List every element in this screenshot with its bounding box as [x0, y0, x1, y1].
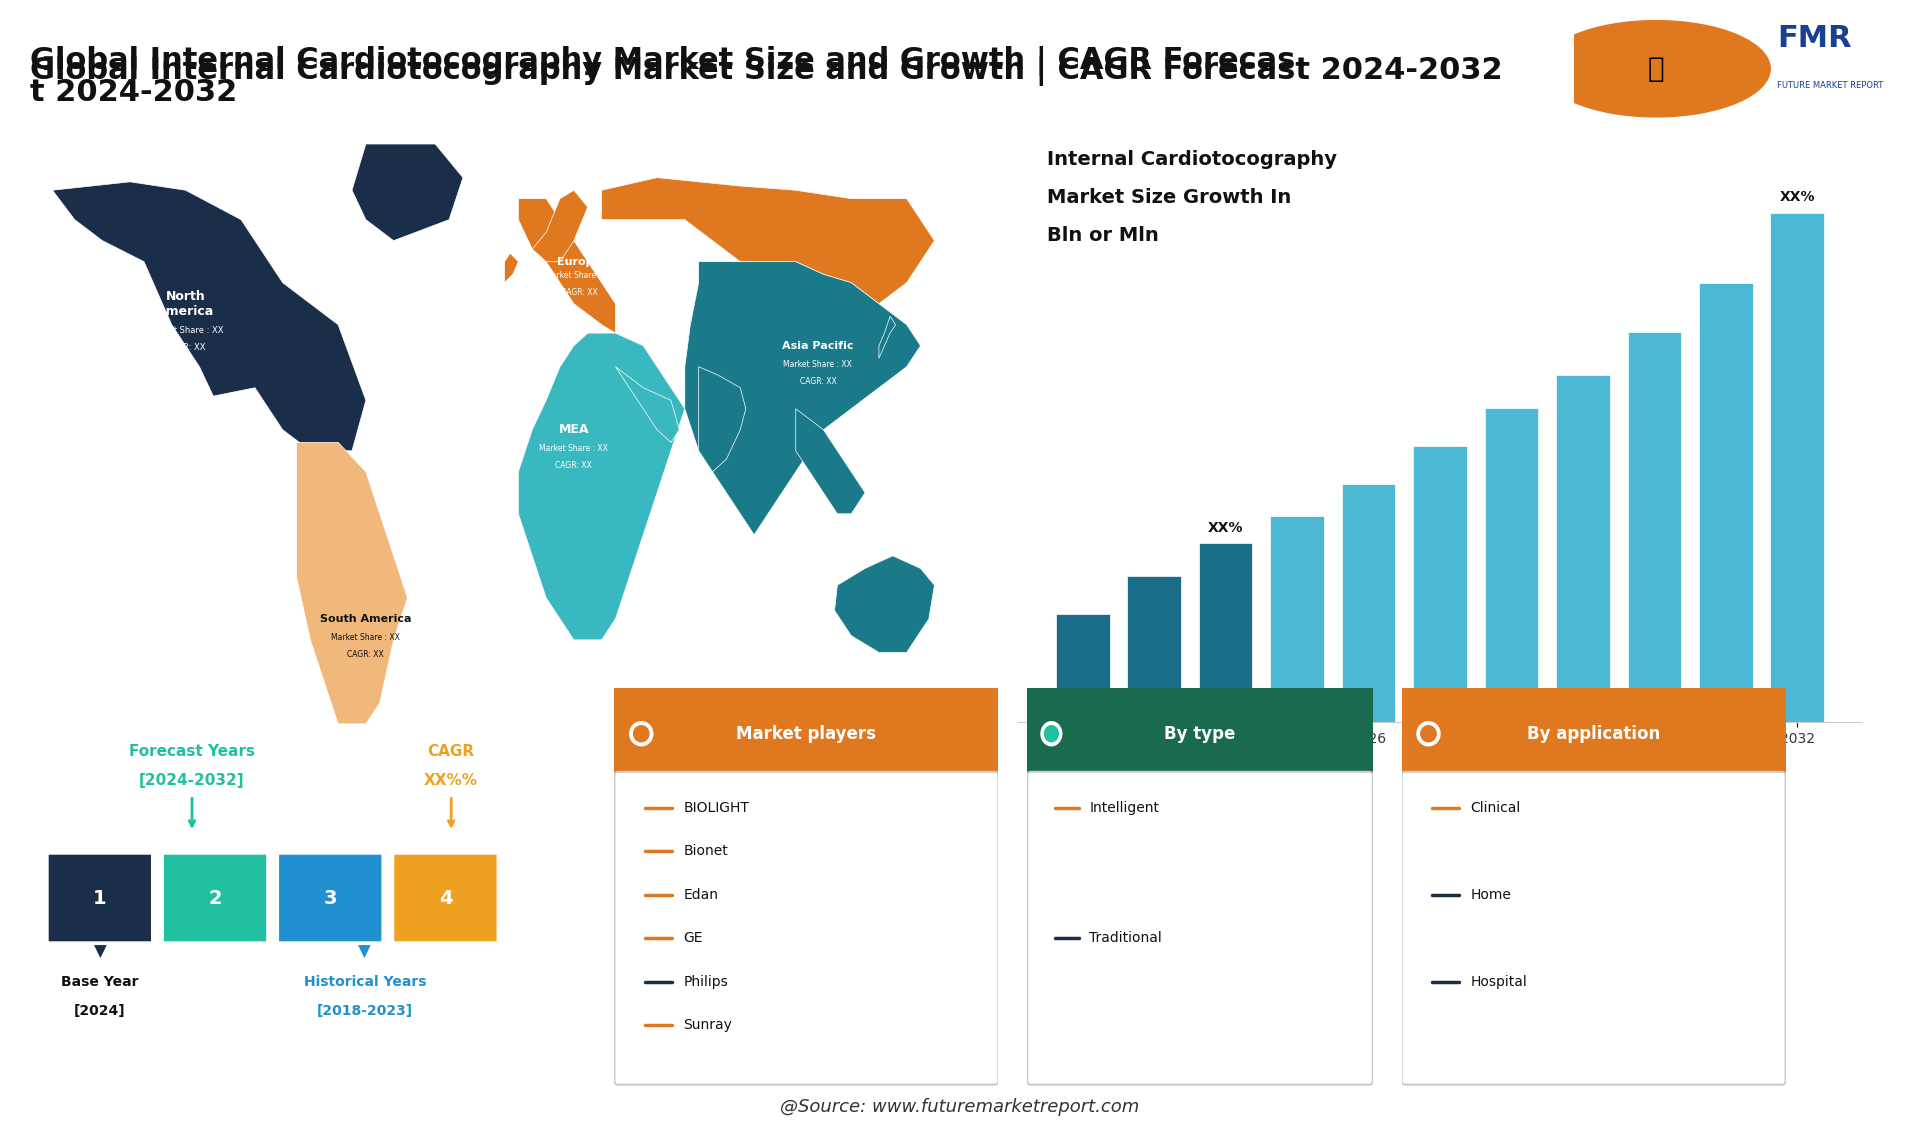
Text: Forecast Years: Forecast Years — [129, 744, 255, 759]
Text: [2018-2023]: [2018-2023] — [317, 1004, 413, 1019]
Text: 1: 1 — [92, 888, 108, 908]
Text: ▼: ▼ — [359, 943, 371, 960]
Circle shape — [634, 725, 649, 741]
Text: By application: By application — [1526, 724, 1661, 743]
Polygon shape — [532, 190, 588, 261]
Text: Global Internal Cardiotocography Market Size and Growth | CAGR Forecast 2024-203: Global Internal Cardiotocography Market … — [31, 56, 1503, 86]
Circle shape — [1542, 21, 1770, 117]
Text: 3: 3 — [323, 888, 338, 908]
Text: FUTURE MARKET REPORT: FUTURE MARKET REPORT — [1776, 80, 1884, 89]
Polygon shape — [685, 261, 920, 535]
Text: CAGR: XX: CAGR: XX — [561, 289, 597, 297]
Text: XX%: XX% — [1208, 520, 1244, 534]
Polygon shape — [835, 556, 935, 652]
FancyBboxPatch shape — [163, 854, 267, 942]
Polygon shape — [518, 333, 685, 639]
Text: Global Internal Cardiotocography Market Size and Growth | CAGR Forecas: Global Internal Cardiotocography Market … — [31, 46, 1296, 76]
Polygon shape — [351, 144, 463, 241]
Text: Base Year: Base Year — [61, 975, 138, 989]
Text: South America: South America — [321, 614, 411, 623]
Circle shape — [1417, 722, 1440, 746]
Polygon shape — [52, 182, 367, 450]
Polygon shape — [616, 367, 680, 442]
Bar — [1413, 446, 1467, 722]
Text: CAGR: XX: CAGR: XX — [165, 343, 205, 352]
Text: GE: GE — [684, 932, 703, 945]
Text: ▼: ▼ — [94, 943, 106, 960]
Text: By type: By type — [1164, 724, 1236, 743]
Text: Bionet: Bionet — [684, 845, 728, 858]
Circle shape — [1421, 725, 1436, 741]
Bar — [1699, 283, 1753, 722]
Text: Philips: Philips — [684, 975, 728, 989]
Text: BIOLIGHT: BIOLIGHT — [684, 801, 749, 815]
Text: Market players: Market players — [737, 724, 876, 743]
Text: Market Share : XX: Market Share : XX — [783, 360, 852, 369]
Text: Asia Pacific: Asia Pacific — [781, 340, 854, 351]
FancyBboxPatch shape — [1020, 688, 1380, 779]
Text: Market Share : XX: Market Share : XX — [148, 327, 223, 335]
Text: CAGR: XX: CAGR: XX — [799, 377, 837, 385]
Text: @Source: www.futuremarketreport.com: @Source: www.futuremarketreport.com — [780, 1098, 1140, 1116]
FancyBboxPatch shape — [394, 854, 497, 942]
Polygon shape — [699, 367, 745, 472]
Bar — [1770, 213, 1824, 722]
Text: North
America: North America — [157, 290, 215, 317]
Text: XX%: XX% — [1780, 190, 1814, 204]
Text: 4: 4 — [438, 888, 453, 908]
Polygon shape — [795, 409, 866, 513]
Text: CAGR: CAGR — [428, 744, 474, 759]
Circle shape — [1044, 725, 1058, 741]
Bar — [1198, 543, 1252, 722]
Text: 2: 2 — [207, 888, 223, 908]
Bar — [1056, 613, 1110, 722]
Circle shape — [1041, 722, 1062, 746]
Text: Traditional: Traditional — [1089, 932, 1162, 945]
Text: Home: Home — [1471, 888, 1511, 902]
Text: CAGR: XX: CAGR: XX — [348, 650, 384, 659]
Polygon shape — [518, 198, 616, 333]
Bar — [1127, 575, 1181, 722]
FancyBboxPatch shape — [1402, 772, 1786, 1084]
Text: Market Size Growth In: Market Size Growth In — [1046, 188, 1292, 207]
Text: [2024-2032]: [2024-2032] — [138, 774, 246, 788]
Text: Edan: Edan — [684, 888, 718, 902]
Text: Bln or Mln: Bln or Mln — [1046, 226, 1160, 245]
Bar — [1271, 516, 1325, 722]
Text: t 2024-2032: t 2024-2032 — [31, 78, 238, 107]
Text: Internal Cardiotocography: Internal Cardiotocography — [1046, 150, 1336, 170]
Bar — [1342, 484, 1396, 722]
Polygon shape — [296, 442, 407, 724]
Bar — [1555, 375, 1609, 722]
Text: FMR: FMR — [1776, 24, 1851, 53]
Text: Clinical: Clinical — [1471, 801, 1521, 815]
Polygon shape — [505, 253, 518, 283]
Text: XX%%: XX%% — [424, 774, 478, 788]
Text: Hospital: Hospital — [1471, 975, 1528, 989]
Text: [2024]: [2024] — [75, 1004, 125, 1019]
FancyBboxPatch shape — [1027, 772, 1373, 1084]
Text: Sunray: Sunray — [684, 1018, 732, 1033]
Text: MEA: MEA — [559, 423, 589, 437]
FancyBboxPatch shape — [614, 772, 998, 1084]
Text: Historical Years: Historical Years — [303, 975, 426, 989]
Polygon shape — [601, 178, 935, 304]
Text: Market Share : XX: Market Share : XX — [332, 633, 399, 642]
Bar — [1628, 332, 1682, 722]
FancyBboxPatch shape — [1394, 688, 1793, 779]
FancyBboxPatch shape — [607, 688, 1006, 779]
Text: Market Share : XX: Market Share : XX — [540, 444, 609, 453]
Text: 🔍: 🔍 — [1647, 55, 1665, 83]
Text: Intelligent: Intelligent — [1089, 801, 1160, 815]
FancyBboxPatch shape — [48, 854, 152, 942]
Circle shape — [630, 722, 653, 746]
Text: CAGR: XX: CAGR: XX — [555, 461, 591, 470]
Bar — [1484, 408, 1538, 722]
Polygon shape — [879, 316, 895, 359]
Text: Market Share : XX: Market Share : XX — [545, 272, 614, 281]
Text: ✂: ✂ — [1025, 755, 1043, 775]
FancyBboxPatch shape — [278, 854, 382, 942]
Text: Europe: Europe — [557, 257, 601, 267]
